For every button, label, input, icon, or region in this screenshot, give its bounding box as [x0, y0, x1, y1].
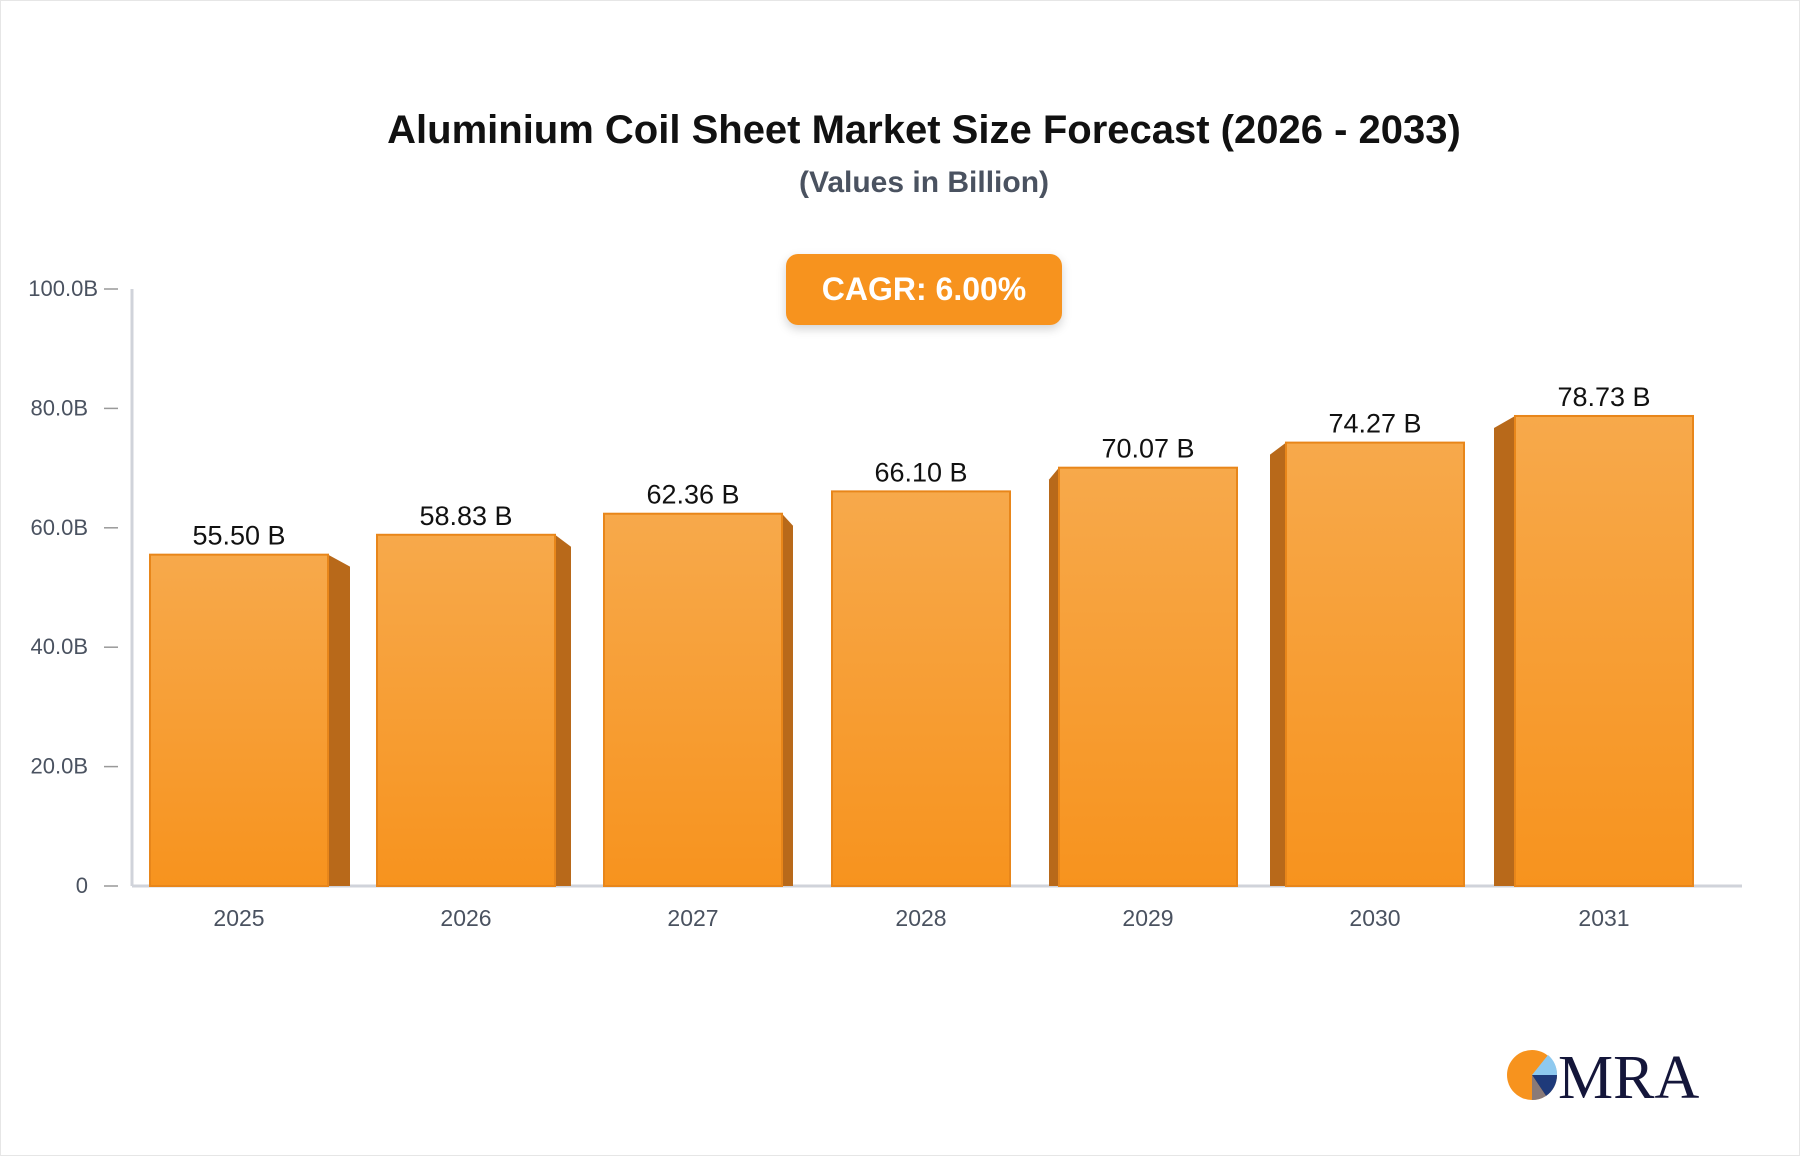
data-label: 78.73 B — [1557, 382, 1650, 412]
bar-side — [1494, 415, 1515, 886]
chart-title: Aluminium Coil Sheet Market Size Forecas… — [387, 108, 1461, 152]
bar-side — [555, 534, 571, 886]
bar — [603, 512, 783, 888]
data-label: 55.50 B — [192, 521, 285, 551]
x-tick-label: 2026 — [440, 905, 491, 931]
x-tick-label: 2028 — [895, 905, 946, 931]
x-tick-label: 2027 — [667, 905, 718, 931]
cagr-badge: CAGR: 6.00% — [786, 254, 1062, 325]
data-label: 66.10 B — [874, 457, 967, 487]
data-label: 70.07 B — [1101, 434, 1194, 464]
x-tick-label: 2031 — [1578, 905, 1629, 931]
data-label: 74.27 B — [1328, 409, 1421, 439]
x-tick-label: 2029 — [1122, 905, 1173, 931]
bar-chart: 0 20.0B 40.0B 60.0B 80.0B 100.0B 55.50 B 2025 5… — [28, 276, 1742, 931]
bar — [149, 553, 329, 887]
bar-side — [1270, 442, 1286, 886]
mra-logo: MRA — [1507, 1044, 1699, 1110]
bar — [1285, 441, 1465, 887]
x-tick-label: 2025 — [213, 905, 264, 931]
bar — [1514, 414, 1694, 887]
bar — [831, 490, 1011, 887]
bar-side — [1049, 467, 1059, 886]
x-tick-label: 2030 — [1349, 905, 1400, 931]
y-tick-label: 20.0B — [31, 754, 89, 779]
y-tick-label: 80.0B — [31, 395, 89, 420]
chart-subtitle: (Values in Billion) — [798, 166, 1050, 199]
y-tick-label: 60.0B — [31, 515, 89, 540]
data-label: 62.36 B — [646, 480, 739, 510]
bar-side — [782, 513, 793, 886]
bar — [376, 533, 556, 887]
bar — [1058, 466, 1238, 887]
svg-text:MRA: MRA — [1558, 1044, 1699, 1110]
data-label: 58.83 B — [419, 501, 512, 531]
bar-side — [328, 554, 350, 886]
y-tick-label: 0 — [76, 873, 88, 898]
y-tick-label: 40.0B — [31, 634, 89, 659]
y-tick-label: 100.0B — [28, 276, 98, 301]
